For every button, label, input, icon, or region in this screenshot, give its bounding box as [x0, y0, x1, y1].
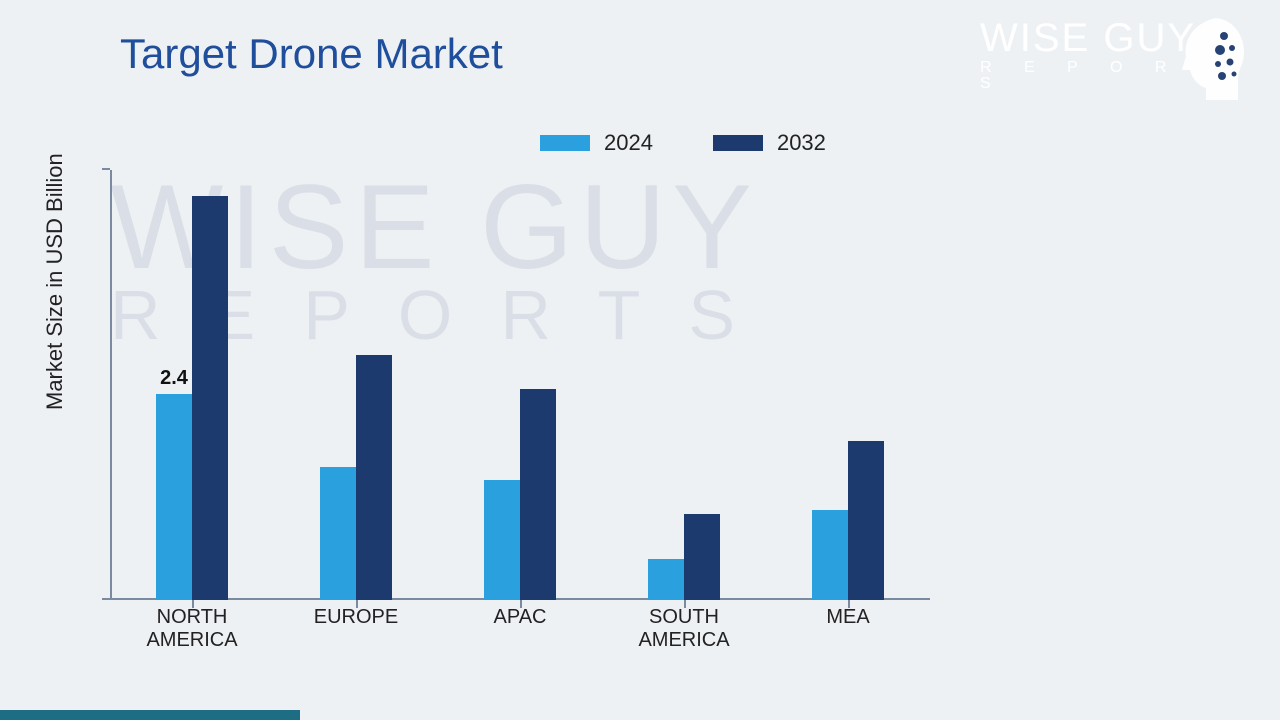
bar: [356, 355, 392, 600]
x-axis-label: MEA: [766, 606, 930, 652]
bar: [848, 441, 884, 600]
legend-label: 2032: [777, 130, 826, 156]
bar-group: [274, 170, 438, 600]
bar: [648, 559, 684, 600]
y-tick: [102, 598, 110, 600]
x-axis-label: SOUTHAMERICA: [602, 606, 766, 652]
chart-area: Market Size in USD Billion 20242032 2.4 …: [70, 130, 940, 670]
chart-title: Target Drone Market: [120, 30, 503, 78]
bar: [684, 514, 720, 600]
bar: [484, 480, 520, 600]
chart-canvas: WISE GUY R E P O R T S Target Drone Mark…: [0, 0, 1280, 720]
y-axis-label: Market Size in USD Billion: [42, 153, 68, 410]
bar-group: [766, 170, 930, 600]
footer-accent-bar: [0, 710, 300, 720]
bar: [192, 196, 228, 600]
x-axis-labels: NORTHAMERICAEUROPEAPACSOUTHAMERICAMEA: [110, 606, 930, 652]
bar-group: [438, 170, 602, 600]
y-tick: [102, 168, 110, 170]
bar-group: 2.4: [110, 170, 274, 600]
x-axis-label: APAC: [438, 606, 602, 652]
bar: [520, 389, 556, 600]
legend-swatch: [713, 135, 763, 151]
bar: [320, 467, 356, 600]
plot-area: 2.4: [110, 170, 930, 600]
x-axis-label: NORTHAMERICA: [110, 606, 274, 652]
legend-item: 2032: [713, 130, 826, 156]
bar-group: [602, 170, 766, 600]
x-axis-label: EUROPE: [274, 606, 438, 652]
bar: [156, 394, 192, 600]
bar-value-label: 2.4: [160, 367, 188, 390]
legend-label: 2024: [604, 130, 653, 156]
bar: [812, 510, 848, 600]
bar-groups: 2.4: [110, 170, 930, 600]
legend-item: 2024: [540, 130, 653, 156]
brand-head-icon: [1172, 14, 1252, 104]
legend: 2024 2032: [540, 130, 826, 156]
legend-swatch: [540, 135, 590, 151]
